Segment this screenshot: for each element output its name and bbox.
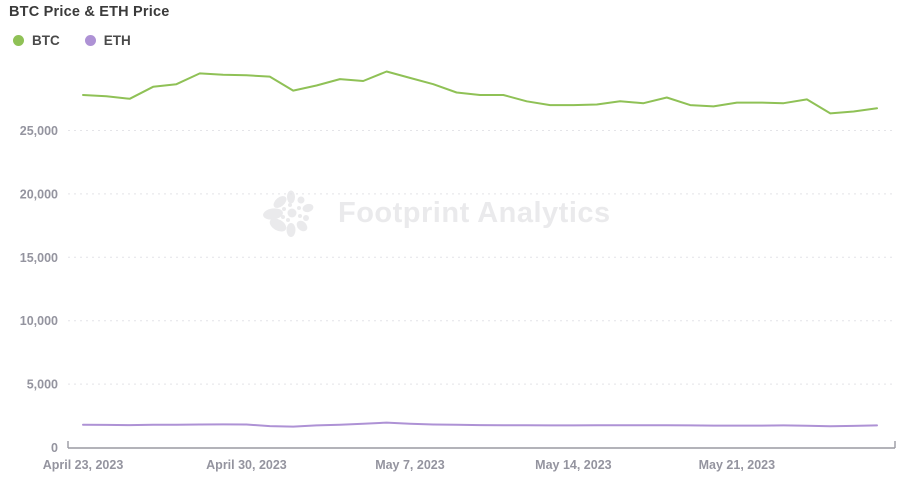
eth-price-line[interactable]	[82, 421, 878, 428]
legend-item-btc[interactable]: BTC	[13, 33, 60, 48]
y-axis-label-10000: 10,000	[20, 314, 58, 328]
legend: BTC ETH	[13, 33, 131, 48]
y-axis-label-0: 0	[51, 441, 58, 455]
btc-series-dot-icon	[13, 35, 24, 46]
legend-label-btc: BTC	[32, 33, 60, 48]
legend-label-eth: ETH	[103, 33, 131, 48]
y-axis-label-5000: 5,000	[27, 378, 58, 392]
btc-price-line[interactable]	[82, 70, 878, 115]
eth-series-dot-icon	[84, 35, 96, 46]
x-axis-label: April 23, 2023	[43, 458, 124, 472]
x-axis-label: April 30, 2023	[206, 458, 287, 472]
legend-item-eth[interactable]: ETH	[84, 33, 131, 48]
x-axis-label: May 21, 2023	[699, 458, 775, 472]
y-axis-label-20000: 20,000	[20, 187, 58, 201]
y-axis-label-25000: 25,000	[20, 124, 58, 138]
x-axis-label: May 7, 2023	[375, 458, 445, 472]
y-axis-label-15000: 15,000	[20, 251, 58, 265]
x-axis-label: May 14, 2023	[535, 458, 611, 472]
chart-title: BTC Price & ETH Price	[9, 4, 170, 20]
